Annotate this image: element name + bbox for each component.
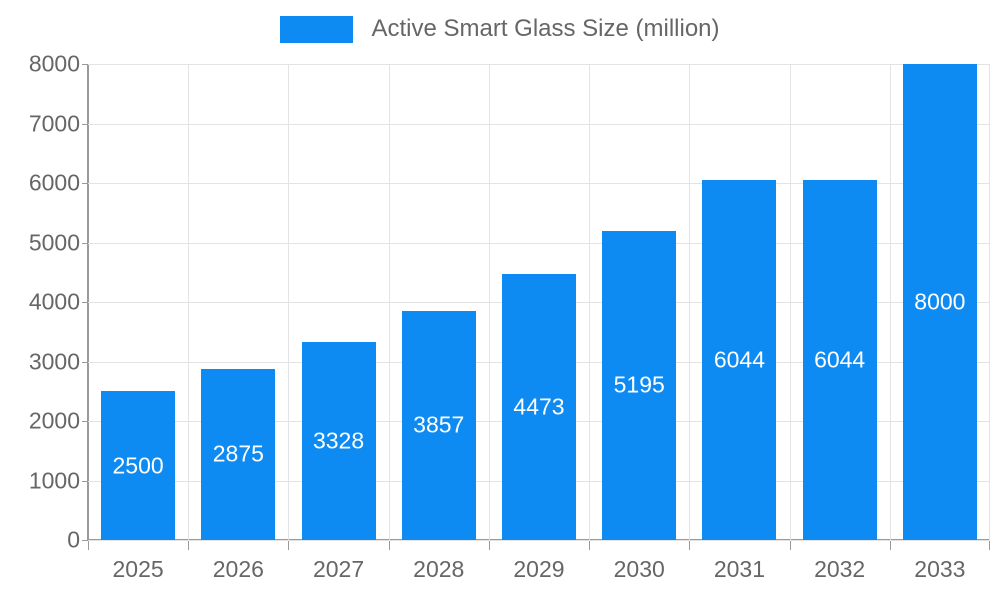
y-axis-tick-label: 3000 [28,348,80,374]
y-axis-tick-label: 2000 [28,407,80,434]
x-axis-tick-label: 2025 [112,556,164,582]
bar[interactable] [401,310,476,540]
legend-item-active-smart-glass[interactable]: Active Smart Glass Size (million) [280,15,720,43]
bar[interactable] [101,391,176,540]
x-axis-tick-label: 2026 [212,556,264,582]
x-axis-tick-label: 2032 [814,556,866,582]
y-axis-tick-mark [82,480,88,482]
x-axis-tick-mark [789,541,791,550]
x-axis-tick-label: 2028 [413,556,465,582]
x-axis-tick-mark [689,541,691,550]
y-axis-tick-label: 8000 [28,50,80,77]
x-axis-tick-label: 2031 [713,556,766,582]
y-axis-tick-mark [82,302,88,303]
x-axis-tick-mark [488,541,490,550]
gridline-vertical [489,64,490,540]
gridline-vertical [689,64,690,540]
x-axis-tick-label: 2033 [914,556,966,582]
x-axis-tick-mark [88,541,89,550]
x-axis-tick-mark [288,541,290,550]
gridline-horizontal [88,540,990,541]
legend-color-swatch-icon [280,15,354,43]
gridline-vertical [589,64,590,540]
gridline-horizontal [88,123,990,125]
x-axis-tick-label: 2030 [613,556,665,582]
gridline-horizontal [88,64,990,65]
gridline-vertical [188,64,189,540]
bar[interactable] [902,64,977,540]
y-axis-tick-mark [82,242,88,244]
y-axis-tick-mark [82,183,88,184]
y-axis-tick-mark [82,361,88,363]
y-axis-tick-mark [82,123,88,125]
gridline-vertical [890,64,891,540]
y-axis-tick-mark [82,540,88,541]
gridline-vertical [989,64,990,540]
gridline-vertical [288,64,289,540]
y-axis-tick-label: 1000 [28,467,80,493]
bar[interactable] [802,180,877,540]
x-axis-tick-mark [388,541,390,550]
bar[interactable] [702,180,777,540]
gridline-vertical [389,64,390,540]
y-axis-tick-label: 0 [67,526,80,553]
y-axis-tick-labels: 0 1000 2000 3000 4000 5000 6000 7000 8000 [0,0,80,600]
gridline-vertical [790,64,791,540]
x-axis-tick-label: 2029 [513,556,565,582]
y-axis-tick-mark [82,64,88,65]
y-axis-tick-mark [82,421,88,422]
x-axis-tick-label: 2027 [312,556,365,582]
bar[interactable] [602,230,677,540]
y-axis-tick-label: 5000 [28,229,80,255]
x-axis-tick-mark [889,541,891,550]
bar[interactable] [502,273,576,540]
y-axis-tick-label: 4000 [28,288,80,315]
chart-legend: Active Smart Glass Size (million) [0,0,1000,58]
x-axis-tick-mark [989,541,990,550]
y-axis-tick-label: 6000 [28,169,80,196]
gridline-horizontal [88,242,990,244]
legend-item-label: Active Smart Glass Size (million) [371,15,720,42]
x-axis-tick-mark [589,541,591,550]
bar[interactable] [201,368,276,540]
x-axis-tick-mark [188,541,190,550]
y-axis-tick-label: 7000 [28,110,80,136]
bar[interactable] [301,341,376,540]
plot-area: 2500 2875 3328 3857 4473 5195 6044 6044 8000 [88,64,990,541]
gridline-horizontal [88,183,990,184]
